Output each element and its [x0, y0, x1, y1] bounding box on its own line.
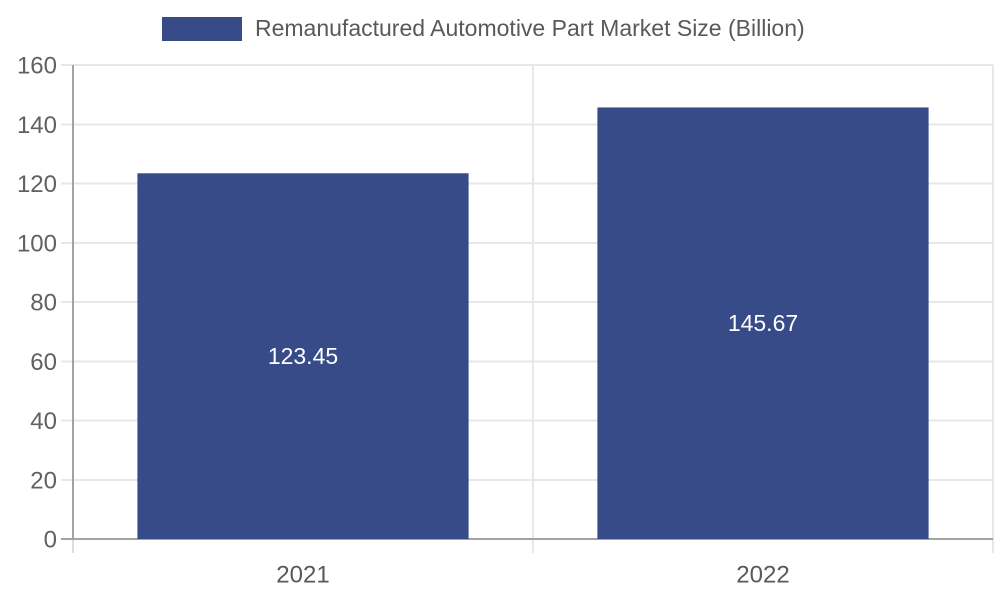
- y-tick-label: 0: [44, 527, 57, 554]
- x-tick-label: 2022: [736, 562, 789, 589]
- bar-value-label: 123.45: [268, 343, 338, 369]
- y-tick-label: 20: [30, 467, 57, 494]
- y-tick-label: 140: [17, 112, 57, 139]
- y-tick-label: 60: [30, 349, 57, 376]
- y-tick-label: 80: [30, 290, 57, 317]
- bar-2021: [137, 173, 469, 540]
- bar-value-label: 145.67: [728, 310, 798, 336]
- y-tick-label: 120: [17, 171, 57, 198]
- y-tick-label: 160: [17, 53, 57, 80]
- legend: Remanufactured Automotive Part Market Si…: [162, 15, 805, 41]
- legend-swatch: [162, 16, 242, 41]
- legend-label: Remanufactured Automotive Part Market Si…: [255, 15, 805, 41]
- x-tick-label: 2021: [276, 562, 329, 589]
- bar-2022: [597, 107, 929, 539]
- y-tick-label: 100: [17, 230, 57, 257]
- y-tick-label: 40: [30, 408, 57, 435]
